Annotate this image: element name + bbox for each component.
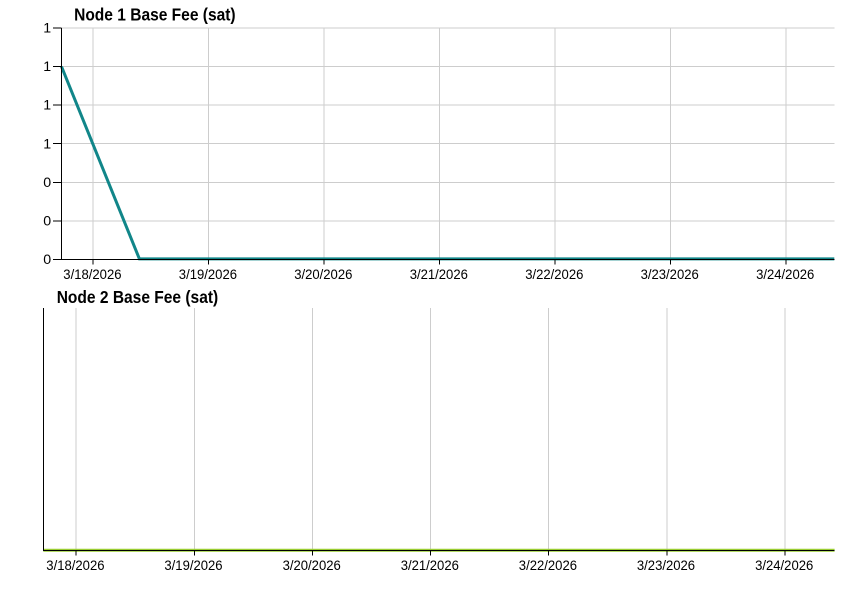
- svg-text:3/21/2026: 3/21/2026: [410, 267, 468, 283]
- svg-text:3/24/2026: 3/24/2026: [756, 267, 814, 283]
- svg-text:3/18/2026: 3/18/2026: [63, 267, 121, 283]
- svg-text:Node 2 Base Fee (sat): Node 2 Base Fee (sat): [57, 287, 219, 307]
- svg-text:3/21/2026: 3/21/2026: [401, 558, 459, 574]
- svg-text:3/22/2026: 3/22/2026: [525, 267, 583, 283]
- svg-text:1: 1: [43, 98, 51, 114]
- svg-text:3/24/2026: 3/24/2026: [755, 558, 813, 574]
- svg-text:3/18/2026: 3/18/2026: [46, 558, 104, 574]
- svg-text:3/23/2026: 3/23/2026: [637, 558, 695, 574]
- svg-text:1: 1: [43, 59, 51, 75]
- svg-text:0: 0: [43, 252, 51, 268]
- svg-text:3/22/2026: 3/22/2026: [519, 558, 577, 574]
- svg-text:1: 1: [43, 21, 51, 37]
- svg-text:0: 0: [43, 213, 51, 229]
- svg-text:3/23/2026: 3/23/2026: [641, 267, 699, 283]
- svg-text:3/20/2026: 3/20/2026: [294, 267, 352, 283]
- svg-text:0: 0: [43, 175, 51, 191]
- svg-text:Node 1 Base Fee (sat): Node 1 Base Fee (sat): [74, 5, 236, 25]
- svg-text:3/19/2026: 3/19/2026: [164, 558, 222, 574]
- svg-text:3/20/2026: 3/20/2026: [283, 558, 341, 574]
- svg-text:1: 1: [43, 136, 51, 152]
- svg-text:3/19/2026: 3/19/2026: [179, 267, 237, 283]
